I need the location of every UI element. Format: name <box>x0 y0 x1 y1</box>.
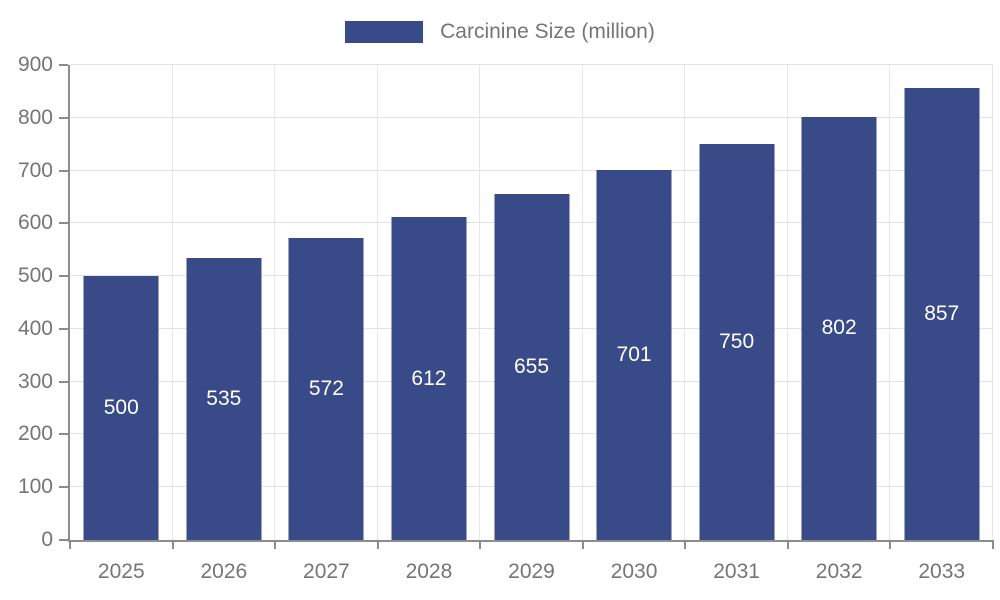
y-axis-tick <box>59 116 68 119</box>
y-axis-tick <box>59 486 68 489</box>
x-axis-label: 2031 <box>713 560 760 583</box>
x-axis-tick <box>171 540 174 549</box>
bar-value-label: 655 <box>513 355 550 379</box>
bar-2031[interactable]: 750 <box>699 144 775 540</box>
bar-value-label: 750 <box>719 330 755 354</box>
v-gridline <box>479 65 481 540</box>
bar-value-label: 802 <box>821 316 857 340</box>
x-axis-tick <box>889 540 892 549</box>
y-axis-label: 300 <box>17 369 53 393</box>
v-gridline <box>992 65 993 540</box>
v-gridline <box>581 65 583 540</box>
bar-2028[interactable]: 612 <box>391 217 467 540</box>
x-axis-line <box>68 540 993 542</box>
x-axis-tick <box>274 540 277 549</box>
v-gridline <box>786 65 788 540</box>
bar-value-label: 572 <box>308 377 344 401</box>
x-axis-label: 2033 <box>918 560 966 583</box>
x-axis-label: 2030 <box>610 560 658 583</box>
y-axis-tick <box>59 169 68 172</box>
v-gridline <box>171 65 173 540</box>
y-axis-tick <box>59 539 68 541</box>
x-axis-label: 2026 <box>200 560 248 583</box>
y-axis-label: 100 <box>17 475 53 499</box>
legend-swatch[interactable] <box>345 21 424 43</box>
bar-2029[interactable]: 655 <box>494 194 569 540</box>
legend[interactable]: Carcinine Size (million) <box>0 19 1000 45</box>
bar-2032[interactable]: 802 <box>801 116 877 540</box>
bar-2030[interactable]: 701 <box>596 170 672 540</box>
y-axis-label: 500 <box>17 264 53 288</box>
y-axis-tick <box>59 327 68 330</box>
h-gridline <box>70 116 993 118</box>
x-axis-tick <box>992 540 994 549</box>
y-axis-label: 0 <box>41 528 53 551</box>
y-axis-tick <box>59 64 68 66</box>
y-axis-tick <box>59 433 68 436</box>
bar-value-label: 857 <box>924 301 960 325</box>
y-axis-label: 700 <box>17 158 53 182</box>
y-axis-label: 900 <box>17 53 53 76</box>
v-gridline <box>376 65 378 540</box>
y-axis-tick <box>59 380 68 383</box>
y-axis-line <box>68 65 70 542</box>
h-gridline <box>70 64 993 65</box>
bar-2026[interactable]: 535 <box>186 257 262 540</box>
x-axis-label: 2028 <box>405 560 453 583</box>
v-gridline <box>889 65 891 540</box>
x-axis-tick <box>479 540 482 549</box>
plot-area: 0 100 200 300 400 500 600 700 800 900 500 2025 535 20… <box>18 53 994 583</box>
legend-label: Carcinine Size (million) <box>440 20 655 43</box>
x-axis-tick <box>69 540 71 549</box>
bar-2027[interactable]: 572 <box>288 238 364 540</box>
bar-2025[interactable]: 500 <box>83 276 159 540</box>
y-axis-tick <box>59 275 68 278</box>
y-axis-label: 400 <box>17 316 53 340</box>
y-axis-tick <box>59 222 68 225</box>
y-axis-label: 200 <box>17 422 53 446</box>
x-axis-tick <box>581 540 584 549</box>
bar-value-label: 701 <box>616 343 652 367</box>
y-axis-label: 600 <box>17 211 53 235</box>
x-axis-label: 2032 <box>815 560 863 583</box>
x-axis-tick <box>376 540 379 549</box>
v-gridline <box>274 65 276 540</box>
x-axis-label: 2027 <box>303 560 350 583</box>
bar-2033[interactable]: 857 <box>904 87 980 540</box>
y-axis-label: 800 <box>17 105 53 129</box>
x-axis-label: 2029 <box>508 560 555 583</box>
bar-value-label: 500 <box>103 396 139 420</box>
x-axis-tick <box>684 540 687 549</box>
h-gridline <box>70 169 993 171</box>
v-gridline <box>684 65 686 540</box>
bar-value-label: 612 <box>411 366 447 390</box>
x-axis-tick <box>786 540 789 549</box>
bar-value-label: 535 <box>206 386 242 410</box>
x-axis-label: 2025 <box>97 560 145 583</box>
